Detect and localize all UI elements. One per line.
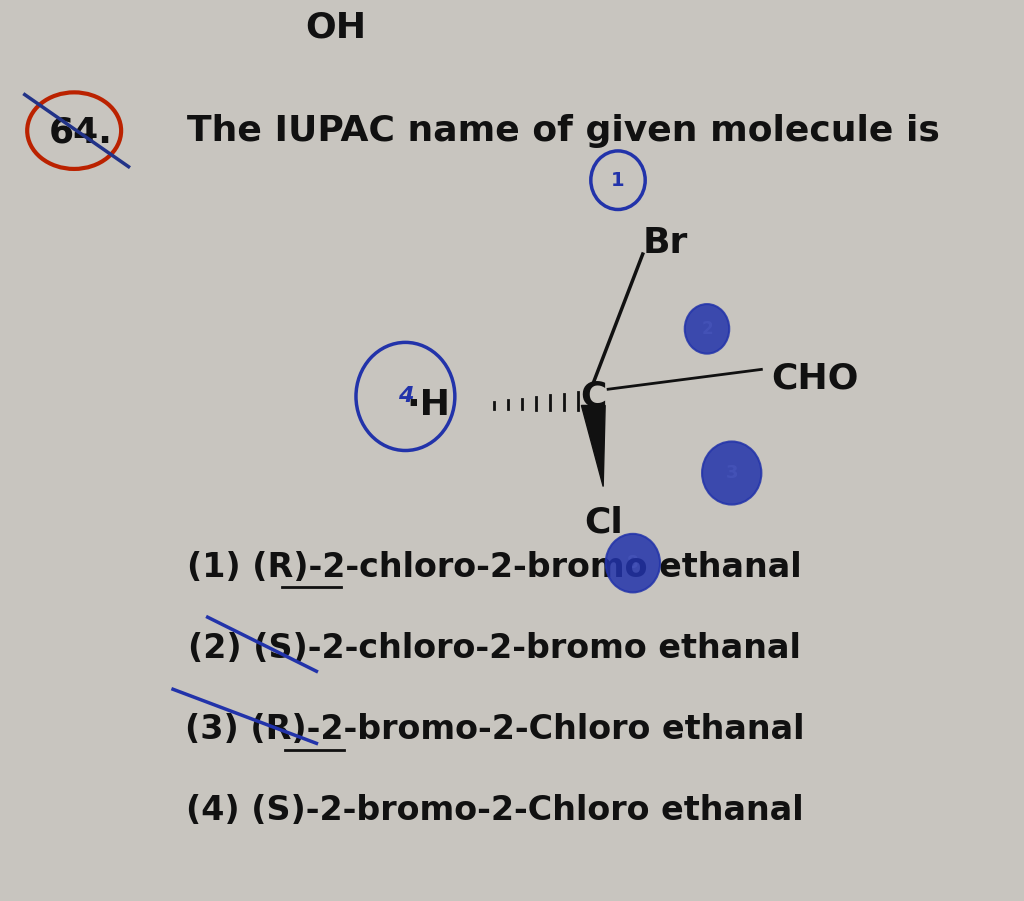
Text: 64.: 64. [49, 115, 113, 150]
Polygon shape [582, 405, 605, 487]
Text: ·H: ·H [406, 388, 450, 423]
Text: C: C [581, 379, 606, 414]
Ellipse shape [702, 441, 762, 505]
Text: Br: Br [643, 226, 688, 260]
Text: 4: 4 [397, 387, 413, 406]
Text: CHO: CHO [771, 361, 859, 396]
Text: 8: 8 [627, 554, 639, 572]
Text: 2: 2 [701, 320, 713, 338]
Text: 1: 1 [611, 170, 625, 190]
Text: (2) (S)-2-chloro-2-bromo ethanal: (2) (S)-2-chloro-2-bromo ethanal [188, 633, 801, 665]
Text: (1) (R)-2-chloro-2-bromo ethanal: (1) (R)-2-chloro-2-bromo ethanal [187, 551, 802, 584]
Ellipse shape [605, 533, 660, 593]
Ellipse shape [685, 304, 729, 354]
Text: (3) (R)-2-bromo-2-Chloro ethanal: (3) (R)-2-bromo-2-Chloro ethanal [184, 714, 804, 746]
Text: OH: OH [305, 10, 367, 44]
Text: Cl: Cl [584, 505, 623, 540]
Text: 3: 3 [725, 464, 738, 482]
Text: (4) (S)-2-bromo-2-Chloro ethanal: (4) (S)-2-bromo-2-Chloro ethanal [185, 795, 803, 827]
Text: The IUPAC name of given molecule is: The IUPAC name of given molecule is [187, 114, 940, 148]
